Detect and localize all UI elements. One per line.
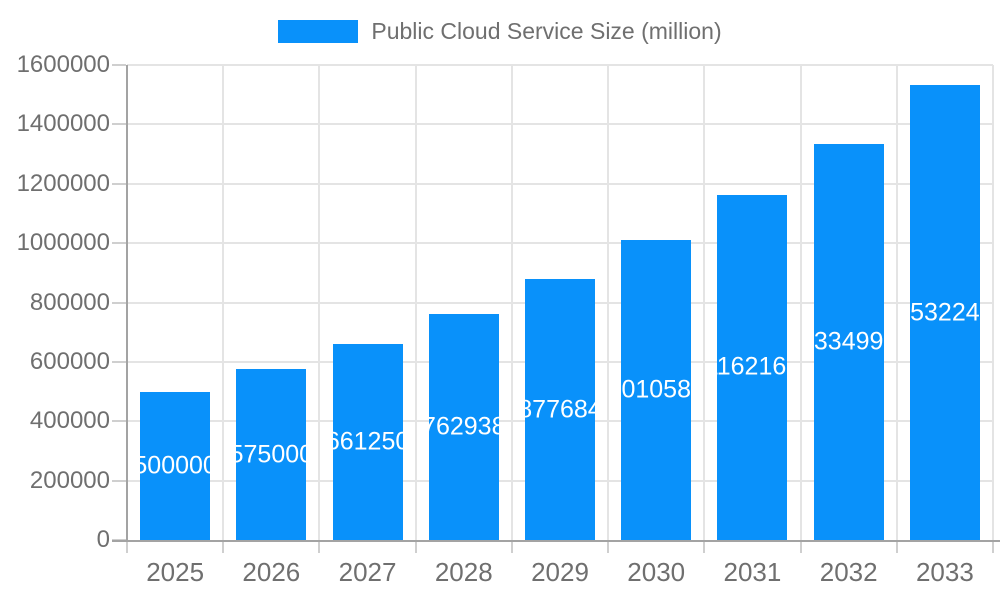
y-gridline <box>127 123 993 126</box>
y-tick-mark <box>112 301 126 304</box>
bar-value-label: 1532240 <box>910 298 980 327</box>
bar-value-label: 877684 <box>525 395 595 424</box>
y-tick-mark <box>112 242 126 245</box>
x-axis-tick-label-2027: 2027 <box>338 557 397 587</box>
legend-swatch[interactable] <box>278 19 359 43</box>
y-gridline <box>127 182 993 185</box>
bar-2027[interactable]: 661250 <box>332 343 403 540</box>
bar-2028[interactable]: 762938 <box>428 313 499 540</box>
x-gridline <box>607 65 610 540</box>
y-tick-mark <box>112 64 126 66</box>
y-axis-tick-label: 800000 <box>29 288 110 316</box>
y-gridline <box>127 242 993 245</box>
x-gridline <box>992 65 994 540</box>
y-axis-tick-label: 1200000 <box>16 169 110 197</box>
bar-value-label: 1334990 <box>813 327 884 356</box>
x-gridline <box>510 65 513 540</box>
bar-value-label: 575000 <box>236 440 307 469</box>
x-tick-mark <box>703 540 706 553</box>
x-tick-mark <box>607 540 610 553</box>
y-tick-mark <box>112 420 126 423</box>
bar-2025[interactable]: 500000 <box>140 391 211 540</box>
y-axis-tick-label: 1000000 <box>16 229 110 257</box>
x-axis-tick-label-2030: 2030 <box>627 557 686 587</box>
y-axis-tick-label: 1400000 <box>16 110 110 138</box>
x-axis-tick-label-2028: 2028 <box>434 557 493 587</box>
bar-2030[interactable]: 1010589 <box>621 239 692 540</box>
x-gridline <box>895 65 898 540</box>
x-tick-mark <box>222 540 225 553</box>
bar-value-label: 661250 <box>332 427 403 456</box>
bar-value-label: 500000 <box>140 451 211 480</box>
bar-2032[interactable]: 1334990 <box>813 143 884 540</box>
legend-label: Public Cloud Service Size (million) <box>371 18 722 44</box>
bar-2029[interactable]: 877684 <box>525 279 595 540</box>
x-axis-tick-label-2033: 2033 <box>915 557 974 587</box>
bar-value-label: 1010589 <box>621 375 691 404</box>
x-tick-mark <box>318 540 321 553</box>
bar-value-label: 762938 <box>428 412 499 441</box>
y-tick-mark <box>112 123 126 126</box>
x-gridline <box>318 65 321 540</box>
y-tick-mark <box>112 182 126 185</box>
x-axis-tick-label-2031: 2031 <box>723 557 782 587</box>
y-axis-tick-label: 0 <box>96 526 110 553</box>
x-tick-mark <box>895 540 898 553</box>
x-axis-tick-label-2032: 2032 <box>819 557 878 587</box>
x-axis-tick-label-2029: 2029 <box>531 557 589 587</box>
x-tick-mark <box>510 540 513 553</box>
x-gridline <box>414 65 417 540</box>
bar-2026[interactable]: 575000 <box>236 369 307 540</box>
y-axis-tick-label: 200000 <box>29 466 110 494</box>
y-gridline <box>127 64 993 66</box>
y-tick-mark <box>112 360 126 363</box>
y-tick-mark <box>112 479 126 482</box>
bar-2033[interactable]: 1532240 <box>909 85 980 540</box>
x-axis-tick-label-2026: 2026 <box>242 557 301 587</box>
bar-2031[interactable]: 1162162 <box>717 194 788 540</box>
y-axis-tick-label: 600000 <box>29 347 110 375</box>
y-axis-tick-label: 1600000 <box>16 51 110 78</box>
x-gridline <box>222 65 225 540</box>
y-axis-line <box>126 65 128 540</box>
x-tick-mark <box>992 540 994 553</box>
x-tick-mark <box>799 540 802 553</box>
y-axis-tick-label: 400000 <box>29 407 110 435</box>
x-gridline <box>703 65 706 540</box>
x-tick-mark <box>414 540 417 553</box>
x-axis-line <box>112 540 1000 542</box>
x-gridline <box>799 65 802 540</box>
bar-value-label: 1162162 <box>717 352 787 381</box>
x-tick-mark <box>126 540 128 553</box>
x-axis-tick-label-2025: 2025 <box>146 557 205 587</box>
plot-area: 0 200000 400000 600000 800000 1000000 1200000 1… <box>17 51 1000 587</box>
legend[interactable]: Public Cloud Service Size (million) <box>0 17 1000 45</box>
